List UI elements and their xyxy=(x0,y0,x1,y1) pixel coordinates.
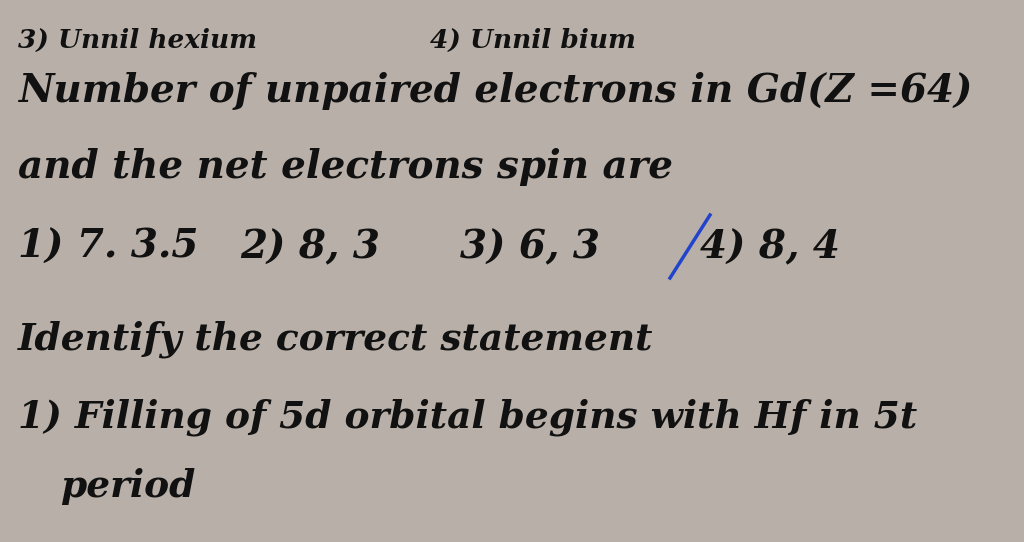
Text: Identify the correct statement: Identify the correct statement xyxy=(18,320,653,358)
Text: and the net electrons spin are: and the net electrons spin are xyxy=(18,148,673,186)
Text: 4) 8, 4: 4) 8, 4 xyxy=(700,228,840,266)
Text: period: period xyxy=(60,468,196,505)
Text: 3) Unnil hexium: 3) Unnil hexium xyxy=(18,28,257,53)
Text: 1) Filling of 5d orbital begins with Hf in 5t: 1) Filling of 5d orbital begins with Hf … xyxy=(18,398,918,436)
Text: 4) Unnil bium: 4) Unnil bium xyxy=(430,28,636,53)
Text: Number of unpaired electrons in Gd(Z =64): Number of unpaired electrons in Gd(Z =64… xyxy=(18,72,973,110)
Text: 3) 6, 3: 3) 6, 3 xyxy=(460,228,600,266)
Text: 2) 8, 3: 2) 8, 3 xyxy=(240,228,380,266)
Text: 1) 7. 3.5: 1) 7. 3.5 xyxy=(18,228,199,266)
